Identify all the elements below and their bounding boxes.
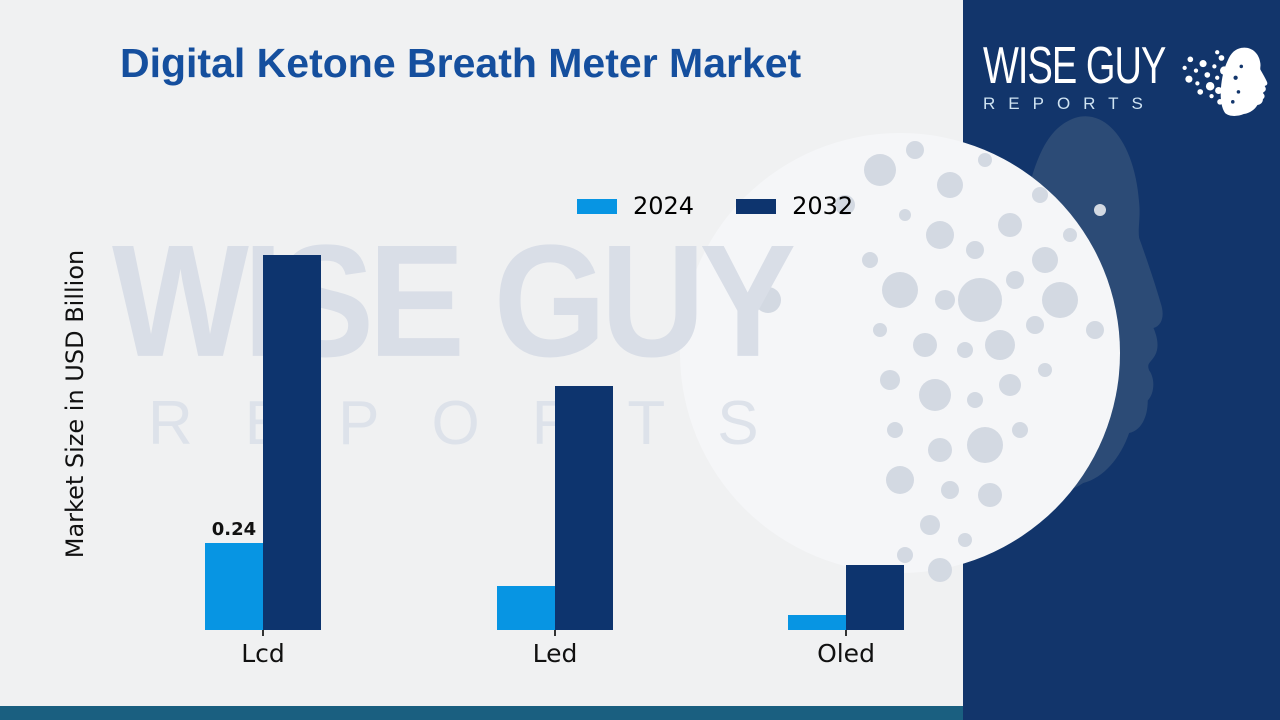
plot-area: 0.24 Lcd Led Oled (100, 230, 960, 668)
y-axis-label: Market Size in USD Billion (61, 249, 89, 559)
logo-head-icon (1182, 47, 1268, 116)
legend-label-2032: 2032 (792, 192, 854, 220)
bar-2024-oled (788, 615, 846, 630)
bar-2024-led (497, 586, 555, 630)
dots-pattern (755, 141, 1106, 582)
bar-2032-lcd (263, 255, 321, 630)
legend-swatch-2032 (736, 198, 777, 214)
legend-label-2024: 2024 (633, 192, 695, 220)
legend-swatch-2024 (577, 198, 617, 214)
bar-value-label: 0.24 (211, 519, 257, 540)
watermark-brand-text: WISE GUY (112, 212, 796, 391)
legend-item-2032: 2032 (736, 192, 853, 220)
bottom-accent-bar (0, 706, 1280, 720)
bar-2032-led (555, 386, 613, 630)
legend: 2024 2032 (577, 192, 895, 220)
x-axis-category-label: Lcd (241, 639, 285, 668)
watermark-reports-text: REPORTS (148, 389, 811, 458)
x-axis-category-label: Led (532, 639, 578, 668)
logo-reports-text: REPORTS (983, 94, 1156, 113)
chart-title: Digital Ketone Breath Meter Market (120, 40, 802, 86)
x-axis-tick (554, 630, 556, 636)
bar-2032-oled (846, 565, 904, 630)
wiseguy-logo: WISE GUY REPORTS (983, 40, 1278, 155)
legend-item-2024: 2024 (577, 192, 694, 220)
watermark: WISE GUY REPORTS (112, 212, 892, 459)
x-axis-tick (262, 630, 264, 636)
x-axis-tick (845, 630, 847, 636)
logo-brand-text: WISE GUY (983, 37, 1166, 95)
x-axis-category-label: Oled (817, 639, 875, 668)
bar-2024-lcd (205, 543, 263, 630)
